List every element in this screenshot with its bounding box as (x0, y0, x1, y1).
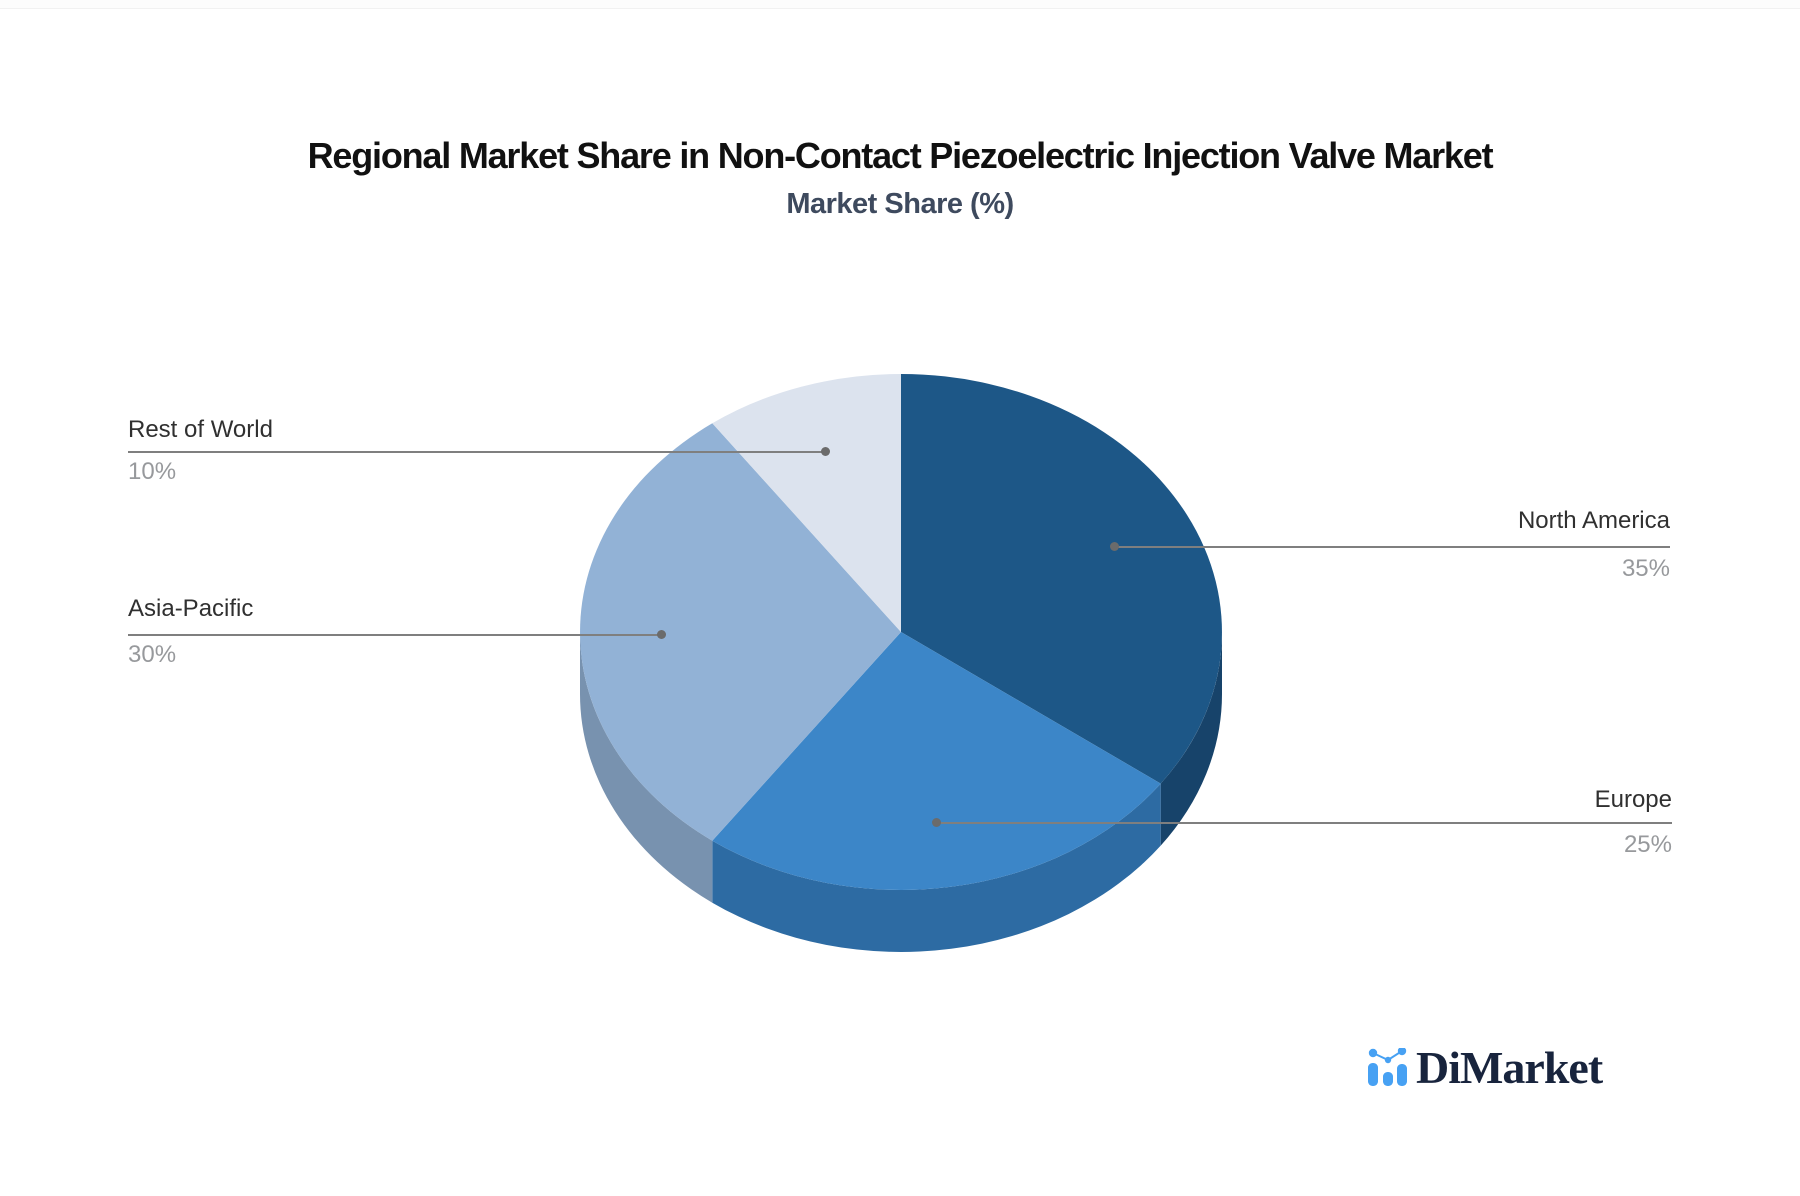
leader-dot-rest-of-world (821, 447, 830, 456)
callout-value-europe: 25% (1623, 831, 1672, 858)
leader-line-asia-pacific (128, 634, 662, 636)
chart-subtitle: Market Share (%) (786, 188, 1014, 220)
callout-value-rest-of-world: 10% (128, 458, 177, 485)
slice-asia-pacific[interactable] (580, 423, 901, 841)
brand-logo: DiMarket (1362, 1040, 1692, 1100)
slice-asia-pacific-side (580, 632, 713, 903)
callout-value-asia-pacific: 30% (128, 641, 177, 668)
callout-value-north-america: 35% (1621, 555, 1670, 582)
bar-chart-logo-icon (1368, 1048, 1407, 1086)
leader-dot-asia-pacific (657, 630, 666, 639)
leader-dot-north-america (1110, 542, 1119, 551)
slice-europe-side (712, 783, 1161, 952)
callout-label-europe: Europe (1594, 786, 1672, 813)
leader-line-europe (937, 822, 1672, 824)
callout-label-rest-of-world: Rest of World (128, 416, 273, 443)
slice-north-america[interactable] (901, 374, 1222, 784)
slice-europe[interactable] (712, 632, 1161, 890)
leader-line-rest-of-world (128, 451, 826, 453)
slice-north-america-side (1160, 632, 1222, 846)
top-strip (0, 0, 1800, 9)
callout-label-north-america: North America (1517, 507, 1670, 534)
brand-name: DiMarket (1416, 1042, 1603, 1093)
slice-rest-of-world[interactable] (712, 374, 901, 632)
callout-label-asia-pacific: Asia-Pacific (128, 595, 254, 622)
chart-title: Regional Market Share in Non-Contact Pie… (307, 135, 1494, 176)
leader-dot-europe (932, 818, 941, 827)
leader-line-north-america (1115, 546, 1670, 548)
